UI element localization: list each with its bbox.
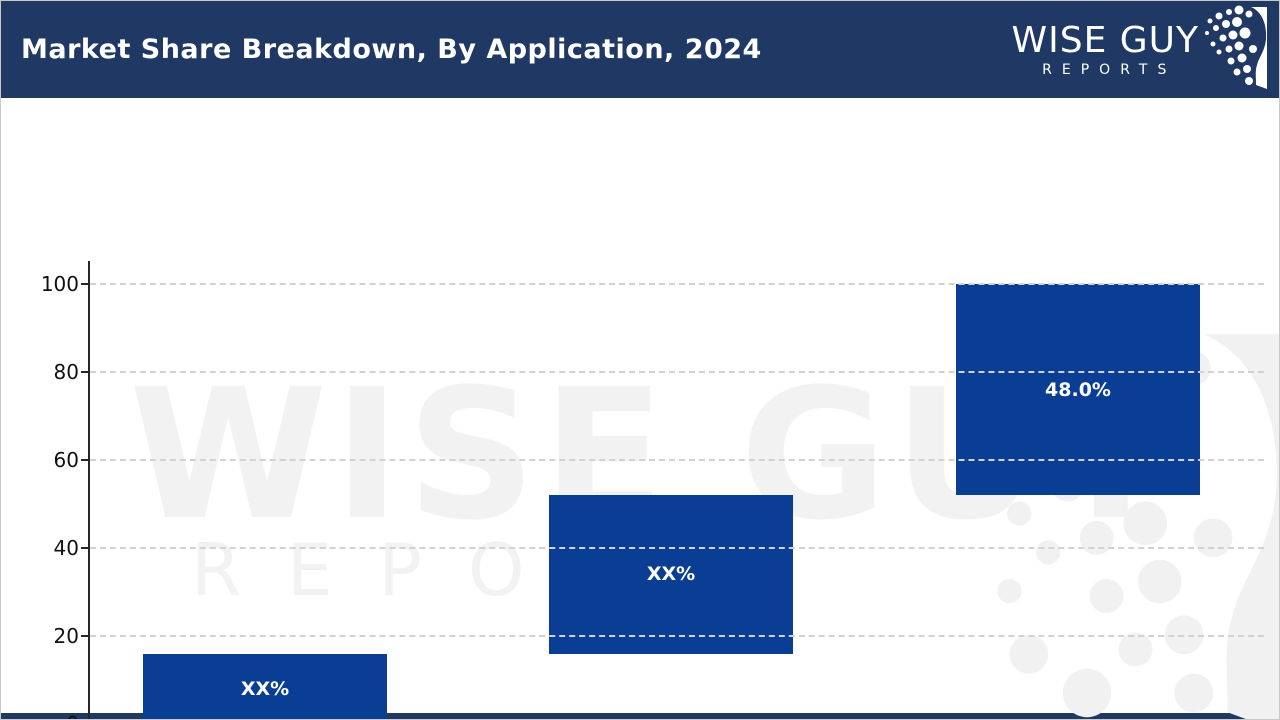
bar-prophylaxis: XX%: [549, 495, 793, 654]
footer-bar: [1, 713, 1279, 719]
y-tick-label: 60: [53, 448, 79, 472]
chart-plot-area: WISE GUY REPORTS 0: [1, 98, 1279, 719]
gridline-60: [90, 459, 1264, 461]
brand-logo-text: WISE GUY REPORTS: [1012, 22, 1200, 78]
bar-value-label: XX%: [240, 677, 290, 700]
y-tick-label: 0: [23, 712, 79, 719]
y-tick-mark: [81, 371, 88, 373]
y-axis-line: [88, 261, 90, 719]
gridline-80: [90, 371, 1264, 373]
y-tick-mark: [81, 635, 88, 637]
brand-logo: WISE GUY REPORTS: [1012, 5, 1267, 95]
bar-others: XX%: [143, 653, 387, 719]
gridline-100: [90, 283, 1264, 285]
logo-face-icon: [1201, 5, 1267, 95]
gridline-40: [90, 547, 1264, 549]
y-tick-mark: [81, 547, 88, 549]
y-tick-label: 100: [40, 272, 79, 296]
bar-value-label: XX%: [646, 563, 696, 586]
bar-value-label: 48.0%: [1045, 378, 1111, 401]
y-tick-label: 40: [53, 536, 79, 560]
brand-name: WISE GUY: [1011, 20, 1199, 62]
brand-subname: REPORTS: [1042, 61, 1177, 78]
y-tick-label: 20: [53, 624, 79, 648]
y-tick-mark: [81, 283, 88, 285]
bar-invasive-fungal-infections: 48.0%: [956, 284, 1200, 496]
y-tick-mark: [81, 459, 88, 461]
y-tick-label: 80: [53, 360, 79, 384]
page-title: Market Share Breakdown, By Application, …: [21, 34, 762, 65]
header-band: Market Share Breakdown, By Application, …: [1, 1, 1279, 98]
gridline-20: [90, 635, 1264, 637]
